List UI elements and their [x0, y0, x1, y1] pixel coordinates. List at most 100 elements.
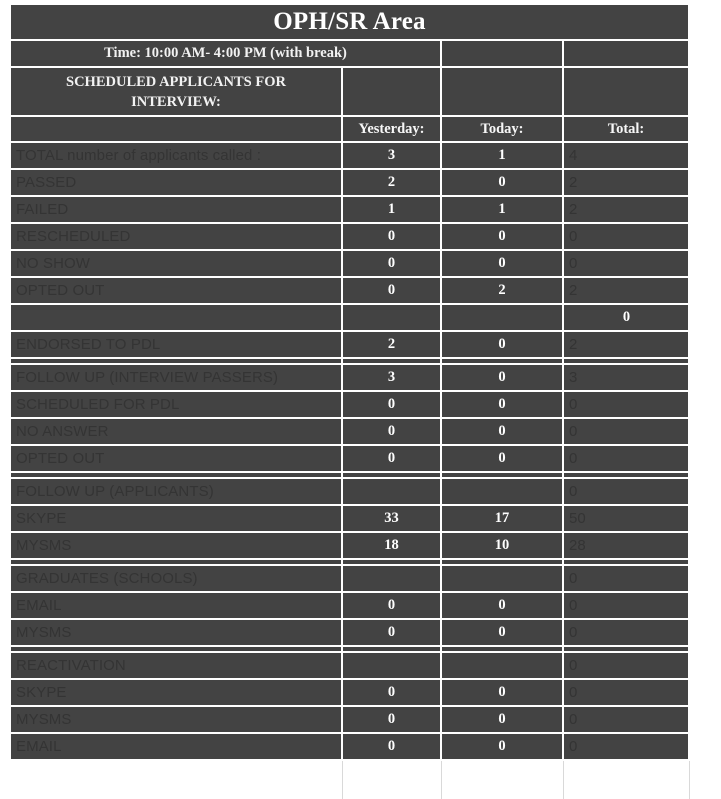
cell-yesterday[interactable]: 3 [343, 365, 442, 392]
cell-total[interactable]: 0 [564, 707, 690, 734]
cell-total[interactable]: 4 [564, 143, 690, 170]
cell-yesterday[interactable]: 0 [343, 446, 442, 473]
cell-total[interactable]: 0 [564, 620, 690, 647]
cell-total[interactable]: 2 [564, 170, 690, 197]
cell-yesterday[interactable]: 0 [343, 224, 442, 251]
cell-today[interactable]: 0 [442, 593, 564, 620]
cell-total[interactable]: 28 [564, 533, 690, 560]
cell-yesterday[interactable]: 33 [343, 506, 442, 533]
row-label[interactable]: NO ANSWER [9, 419, 343, 446]
cell-today[interactable]: 0 [442, 365, 564, 392]
cell-today[interactable]: 0 [442, 170, 564, 197]
cell-today[interactable]: 0 [442, 224, 564, 251]
group-spacer-cell [442, 359, 564, 365]
cell-yesterday[interactable]: 2 [343, 170, 442, 197]
row-label[interactable]: MYSMS [9, 620, 343, 647]
cell-today[interactable]: 2 [442, 278, 564, 305]
cell-yesterday[interactable] [343, 653, 442, 680]
cell-total[interactable]: 0 [564, 566, 690, 593]
cell-today[interactable]: 0 [442, 707, 564, 734]
cell-yesterday[interactable]: 0 [343, 593, 442, 620]
cell-today[interactable]: 0 [442, 680, 564, 707]
cell-total[interactable]: 0 [564, 419, 690, 446]
cell-yesterday[interactable]: 0 [343, 680, 442, 707]
cell-yesterday[interactable]: 0 [343, 620, 442, 647]
cell-total[interactable]: 0 [564, 392, 690, 419]
cell-today[interactable] [442, 479, 564, 506]
cell-total[interactable]: 0 [564, 479, 690, 506]
cell-total[interactable]: 0 [564, 251, 690, 278]
cell-total[interactable]: 2 [564, 332, 690, 359]
cell-today[interactable]: 1 [442, 143, 564, 170]
cell-total[interactable]: 0 [564, 653, 690, 680]
row-label[interactable]: EMAIL [9, 593, 343, 620]
row-label[interactable]: FOLLOW UP (APPLICANTS) [9, 479, 343, 506]
cell-total[interactable]: 0 [564, 680, 690, 707]
section-header-total-cell [564, 68, 690, 117]
cell-total[interactable]: 50 [564, 506, 690, 533]
cell-today[interactable]: 17 [442, 506, 564, 533]
cell-today[interactable]: 10 [442, 533, 564, 560]
cell-yesterday[interactable]: 0 [343, 251, 442, 278]
cell-yesterday[interactable]: 0 [343, 392, 442, 419]
cell-yesterday[interactable] [343, 566, 442, 593]
row-label[interactable]: FAILED [9, 197, 343, 224]
row-label[interactable]: TOTAL number of applicants called : [9, 143, 343, 170]
row-label[interactable]: MYSMS [9, 533, 343, 560]
cell-today[interactable] [442, 653, 564, 680]
cell-yesterday[interactable]: 0 [343, 278, 442, 305]
empty-cell[interactable] [442, 761, 564, 799]
cell-total[interactable]: 0 [564, 305, 690, 332]
row-label[interactable]: MYSMS [9, 707, 343, 734]
table-body: OPH/SR Area Time: 10:00 AM- 4:00 PM (wit… [9, 3, 690, 799]
cell-yesterday[interactable]: 3 [343, 143, 442, 170]
cell-yesterday[interactable] [343, 479, 442, 506]
cell-today[interactable]: 0 [442, 446, 564, 473]
row-label[interactable] [9, 305, 343, 332]
row-label[interactable]: GRADUATES (SCHOOLS) [9, 566, 343, 593]
row-label[interactable]: NO SHOW [9, 251, 343, 278]
cell-today[interactable]: 0 [442, 332, 564, 359]
cell-yesterday[interactable] [343, 305, 442, 332]
row-label[interactable]: FOLLOW UP (INTERVIEW PASSERS) [9, 365, 343, 392]
group-spacer-cell [442, 647, 564, 653]
cell-today[interactable]: 1 [442, 197, 564, 224]
cell-yesterday[interactable]: 0 [343, 419, 442, 446]
time-label: Time: 10:00 AM- 4:00 PM (with break) [9, 41, 442, 68]
row-label[interactable]: REACTIVATION [9, 653, 343, 680]
row-label[interactable]: OPTED OUT [9, 446, 343, 473]
row-label[interactable]: SCHEDULED FOR PDL [9, 392, 343, 419]
cell-total[interactable]: 3 [564, 365, 690, 392]
cell-today[interactable]: 0 [442, 419, 564, 446]
cell-yesterday[interactable]: 2 [343, 332, 442, 359]
section-header-row: SCHEDULED APPLICANTS FOR INTERVIEW: [9, 68, 690, 117]
cell-yesterday[interactable]: 1 [343, 197, 442, 224]
cell-today[interactable] [442, 305, 564, 332]
empty-cell[interactable] [564, 761, 690, 799]
cell-yesterday[interactable]: 0 [343, 707, 442, 734]
cell-today[interactable]: 0 [442, 392, 564, 419]
section-header: SCHEDULED APPLICANTS FOR INTERVIEW: [9, 68, 343, 117]
cell-total[interactable]: 0 [564, 593, 690, 620]
table-row: GRADUATES (SCHOOLS) 0 [9, 566, 690, 593]
empty-trailing-row [9, 761, 690, 799]
row-label[interactable]: ENDORSED TO PDL [9, 332, 343, 359]
section-header-today-cell [442, 68, 564, 117]
cell-today[interactable]: 0 [442, 251, 564, 278]
cell-total[interactable]: 0 [564, 224, 690, 251]
empty-cell[interactable] [9, 761, 343, 799]
empty-cell[interactable] [343, 761, 442, 799]
cell-today[interactable]: 0 [442, 620, 564, 647]
cell-yesterday[interactable]: 18 [343, 533, 442, 560]
cell-total[interactable]: 0 [564, 446, 690, 473]
table-row: EMAIL 0 0 0 [9, 593, 690, 620]
spreadsheet-sheet: OPH/SR Area Time: 10:00 AM- 4:00 PM (wit… [9, 3, 690, 799]
row-label[interactable]: SKYPE [9, 506, 343, 533]
row-label[interactable]: OPTED OUT [9, 278, 343, 305]
row-label[interactable]: RESCHEDULED [9, 224, 343, 251]
cell-today[interactable] [442, 566, 564, 593]
cell-total[interactable]: 2 [564, 278, 690, 305]
cell-total[interactable]: 2 [564, 197, 690, 224]
row-label[interactable]: SKYPE [9, 680, 343, 707]
row-label[interactable]: PASSED [9, 170, 343, 197]
